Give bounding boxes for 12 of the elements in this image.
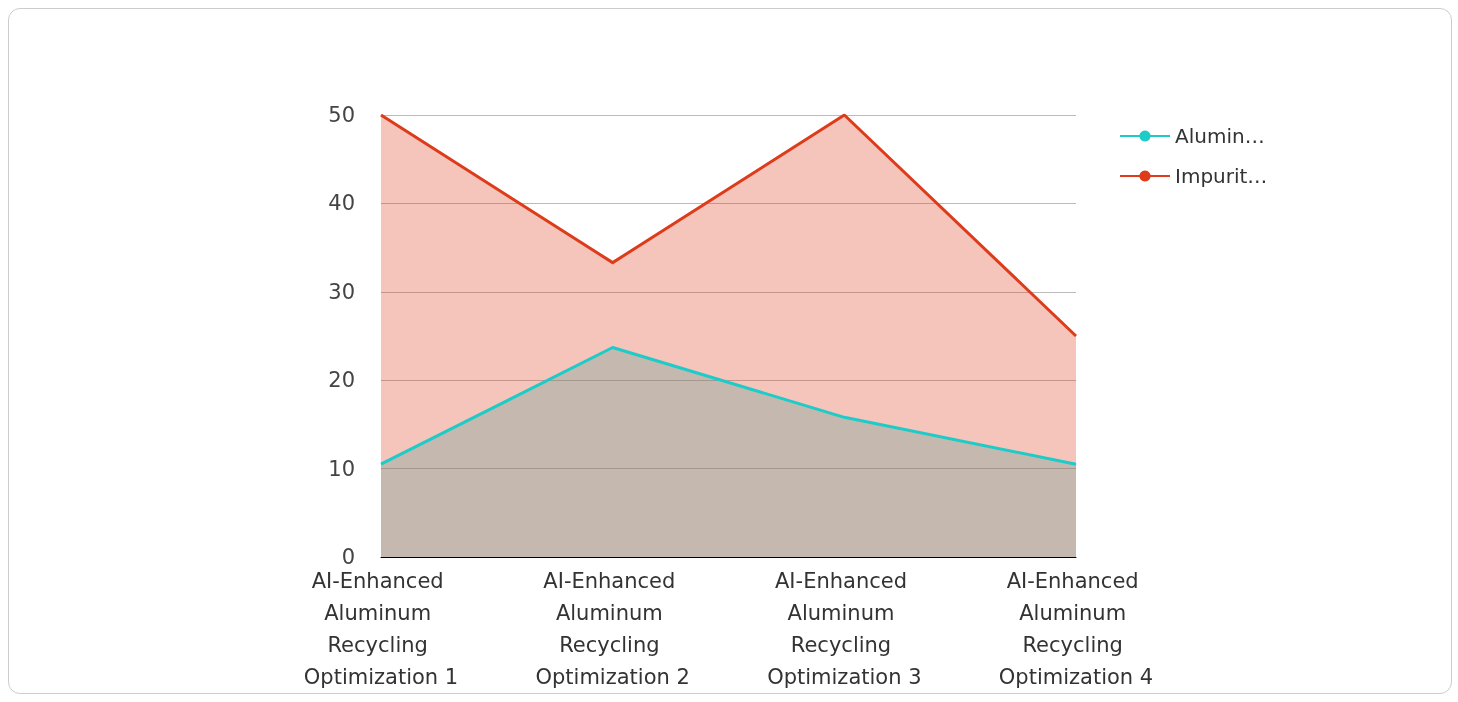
legend-label: Impurit… <box>1175 164 1268 188</box>
x-tick-label: AI-Enhanced Aluminum Recycling Optimization 4 <box>998 569 1154 689</box>
y-tick-label: 20 <box>328 368 355 393</box>
y-tick-label: 40 <box>328 191 355 216</box>
x-tick-label: AI-Enhanced Aluminum Recycling Optimization 1 <box>303 569 459 689</box>
y-tick-label: 50 <box>328 103 355 127</box>
x-tick-label: AI-Enhanced Aluminum Recycling Optimization 2 <box>535 569 690 689</box>
legend-label: Alumin… <box>1175 124 1265 148</box>
y-tick-label: 0 <box>341 545 355 569</box>
y-tick-label: 30 <box>328 279 355 304</box>
x-tick-label: AI-Enhanced Aluminum Recycling Optimization 3 <box>767 569 922 689</box>
y-tick-label: 10 <box>328 456 355 481</box>
